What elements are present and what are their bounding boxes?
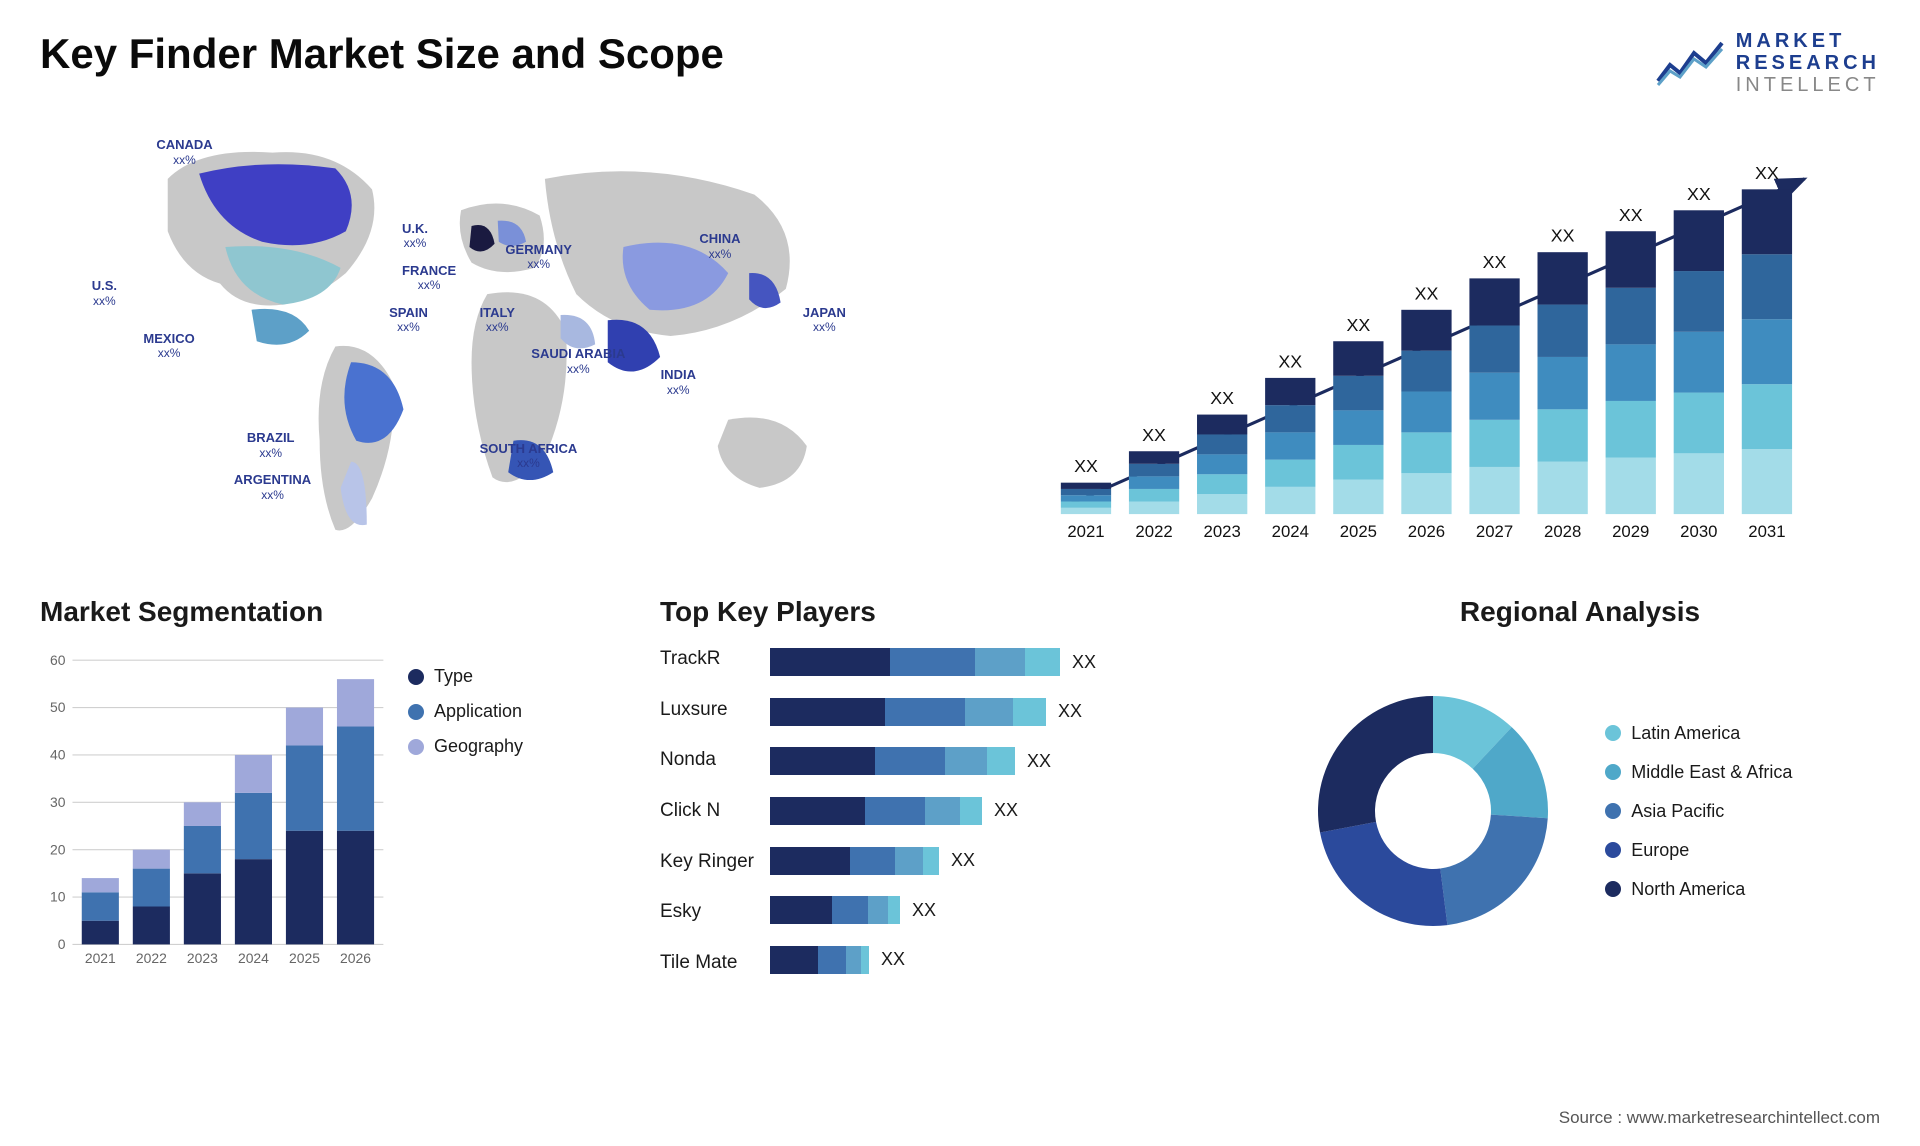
player-name: Click N [660, 800, 754, 822]
legend-item: Europe [1605, 840, 1880, 861]
svg-text:20: 20 [50, 841, 66, 857]
players-name-list: TrackR Luxsure Nonda Click N Key Ringer Esky T… [660, 646, 754, 976]
logo-line3: INTELLECT [1736, 74, 1880, 96]
svg-text:XX: XX [1142, 425, 1166, 445]
svg-text:40: 40 [50, 747, 66, 763]
source-attribution: Source : www.marketresearchintellect.com [1559, 1108, 1880, 1128]
svg-text:50: 50 [50, 699, 66, 715]
map-label: GERMANYxx% [505, 242, 571, 272]
legend-item: Latin America [1605, 723, 1880, 744]
svg-text:XX: XX [1551, 226, 1575, 246]
regional-legend: Latin America Middle East & Africa Asia Pa… [1605, 723, 1880, 900]
svg-text:0: 0 [58, 936, 66, 952]
svg-text:30: 30 [50, 794, 66, 810]
svg-text:XX: XX [1346, 315, 1370, 335]
svg-text:XX: XX [1278, 351, 1302, 371]
svg-text:2031: 2031 [1748, 522, 1785, 541]
segmentation-title: Market Segmentation [40, 596, 640, 628]
svg-text:2030: 2030 [1680, 522, 1717, 541]
player-name: Luxsure [660, 699, 754, 721]
forecast-chart: XX 2021 XX 2022 XX 2023 XX 2024 XX 2025 XX 2026 XX 20… [975, 116, 1880, 556]
logo: MARKET RESEARCH INTELLECT [1654, 30, 1880, 96]
player-bar-row: XX [770, 698, 1260, 726]
player-name: Nonda [660, 749, 754, 771]
map-label: ARGENTINAxx% [234, 472, 311, 502]
player-bar-row: XX [770, 946, 1260, 974]
player-bar-row: XX [770, 747, 1260, 775]
map-label: JAPANxx% [803, 305, 846, 335]
map-label: INDIAxx% [661, 367, 696, 397]
svg-text:XX: XX [1619, 205, 1643, 225]
logo-line1: MARKET [1736, 30, 1880, 52]
svg-text:2021: 2021 [1067, 522, 1104, 541]
donut-chart [1280, 681, 1585, 941]
map-label: MEXICOxx% [143, 331, 194, 361]
world-map: CANADAxx% U.S.xx% MEXICOxx% BRAZILxx% ARGENT… [40, 116, 945, 556]
svg-text:2026: 2026 [1408, 522, 1445, 541]
svg-text:XX: XX [1483, 252, 1507, 272]
map-label: CANADAxx% [156, 137, 212, 167]
svg-text:XX: XX [1074, 456, 1098, 476]
svg-text:2024: 2024 [238, 950, 269, 966]
map-label: SPAINxx% [389, 305, 428, 335]
players-title: Top Key Players [660, 596, 1260, 628]
map-label: SAUDI ARABIAxx% [531, 346, 625, 376]
segmentation-panel: Market Segmentation 0 10 20 30 40 50 60 2021 202… [40, 596, 640, 976]
legend-item: Middle East & Africa [1605, 762, 1880, 783]
svg-text:XX: XX [1415, 283, 1439, 303]
player-bar-row: XX [770, 648, 1260, 676]
player-bar-row: XX [770, 847, 1260, 875]
player-bar-row: XX [770, 797, 1260, 825]
players-panel: Top Key Players TrackR Luxsure Nonda Click … [660, 596, 1260, 976]
page-title: Key Finder Market Size and Scope [40, 30, 724, 78]
map-label: BRAZILxx% [247, 430, 295, 460]
segmentation-chart: 0 10 20 30 40 50 60 2021 2022 2023 2024 2025 2026 [40, 646, 388, 976]
svg-text:2021: 2021 [85, 950, 116, 966]
svg-text:2023: 2023 [1204, 522, 1241, 541]
svg-text:2025: 2025 [1340, 522, 1377, 541]
legend-item: North America [1605, 879, 1880, 900]
legend-item: Asia Pacific [1605, 801, 1880, 822]
svg-text:XX: XX [1755, 163, 1779, 183]
legend-item: Type [408, 666, 640, 687]
svg-text:60: 60 [50, 652, 66, 668]
player-name: Esky [660, 901, 754, 923]
svg-text:2028: 2028 [1544, 522, 1581, 541]
svg-text:2025: 2025 [289, 950, 320, 966]
svg-text:XX: XX [1687, 184, 1711, 204]
legend-item: Geography [408, 736, 640, 757]
svg-text:2023: 2023 [187, 950, 218, 966]
player-name: Tile Mate [660, 952, 754, 974]
player-bar-row: XX [770, 896, 1260, 924]
svg-text:2026: 2026 [340, 950, 371, 966]
svg-text:2022: 2022 [136, 950, 167, 966]
segmentation-legend: Type Application Geography [408, 646, 640, 976]
map-label: SOUTH AFRICAxx% [480, 441, 578, 471]
logo-line2: RESEARCH [1736, 52, 1880, 74]
svg-text:2022: 2022 [1135, 522, 1172, 541]
svg-text:2029: 2029 [1612, 522, 1649, 541]
svg-text:2027: 2027 [1476, 522, 1513, 541]
map-label: ITALYxx% [480, 305, 515, 335]
logo-icon [1654, 37, 1726, 89]
map-label: U.K.xx% [402, 221, 428, 251]
svg-text:2024: 2024 [1272, 522, 1309, 541]
svg-text:10: 10 [50, 889, 66, 905]
map-label: U.S.xx% [92, 278, 117, 308]
player-name: Key Ringer [660, 851, 754, 873]
players-bars: XX XX XX XX XX XX XX [770, 646, 1260, 976]
regional-panel: Regional Analysis Latin America Middle Ea… [1280, 596, 1880, 976]
map-label: FRANCExx% [402, 263, 456, 293]
regional-title: Regional Analysis [1280, 596, 1880, 628]
player-name: TrackR [660, 648, 754, 670]
legend-item: Application [408, 701, 640, 722]
svg-text:XX: XX [1210, 388, 1234, 408]
map-label: CHINAxx% [699, 231, 740, 261]
